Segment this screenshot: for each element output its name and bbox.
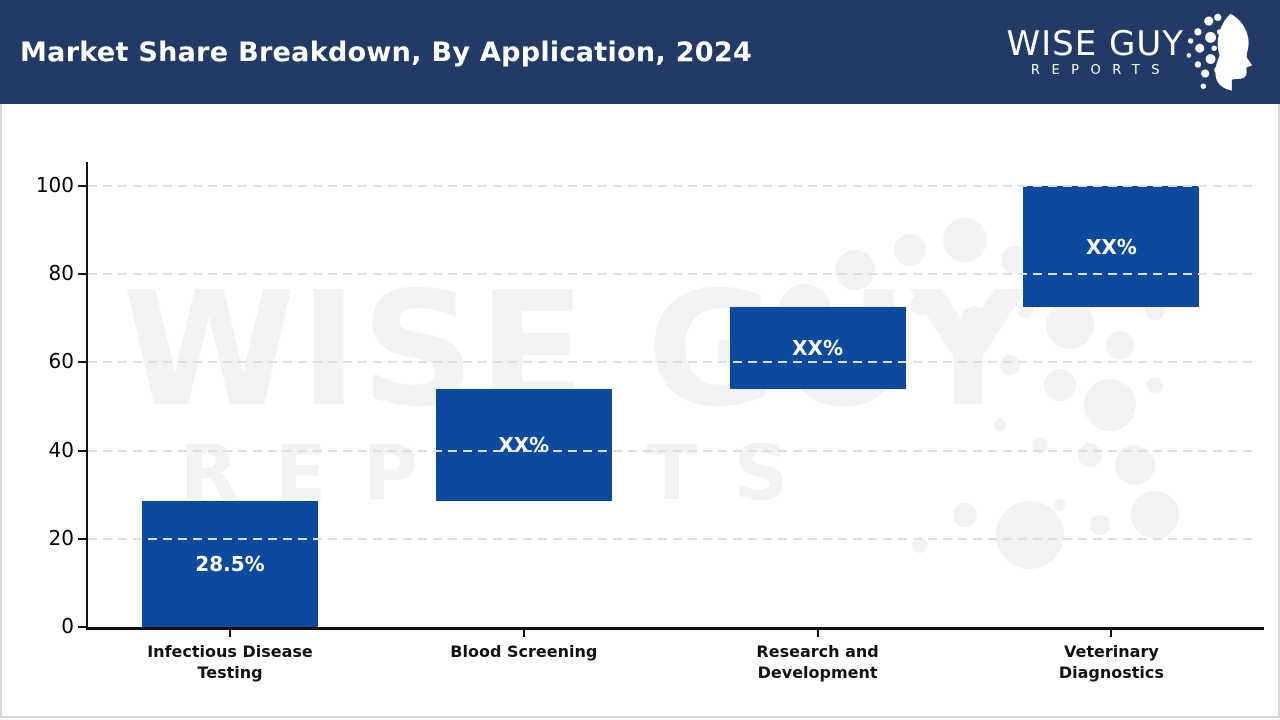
y-tick-mark	[78, 449, 86, 452]
category-label: Veterinary Diagnostics	[964, 641, 1258, 683]
category-label: Research and Development	[671, 641, 965, 683]
y-tick-mark	[78, 273, 86, 276]
y-tick-label: 40	[48, 437, 74, 462]
y-tick-label: 20	[48, 525, 74, 550]
y-tick-mark	[78, 185, 86, 187]
x-tick-mark	[229, 630, 231, 637]
y-axis-line	[86, 162, 88, 630]
category-label-line: Blood Screening	[450, 642, 598, 661]
bar-segment: XX%	[435, 388, 612, 502]
x-tick-mark	[522, 630, 525, 637]
logo-wordmark: WISE GUY	[1006, 24, 1184, 64]
bar-value-label: XX%	[792, 336, 844, 361]
logo-text: WISE GUY REPORTS	[1006, 26, 1184, 78]
x-axis-line	[86, 627, 1264, 630]
y-tick-label: 100	[35, 173, 74, 197]
bar-value-label: XX%	[1085, 234, 1137, 259]
bar-value-label: 28.5%	[195, 552, 265, 577]
gridline	[88, 537, 1258, 540]
gridline	[88, 449, 1258, 452]
logo-head-icon	[1178, 8, 1254, 96]
wiseguy-logo: WISE GUY REPORTS	[1006, 8, 1254, 96]
category-label-line: Testing	[197, 663, 263, 682]
bar-value-label: XX%	[498, 433, 550, 458]
category-label-line: Development	[757, 663, 878, 682]
y-tick-label: 0	[61, 614, 74, 638]
gridline	[88, 185, 1258, 187]
logo-subtext: REPORTS	[1030, 63, 1172, 78]
y-tick-mark	[78, 537, 86, 540]
y-tick-label: 80	[48, 261, 74, 286]
gridline	[88, 361, 1258, 364]
y-tick-label: 60	[48, 349, 74, 374]
bar-segment: XX%	[729, 307, 906, 389]
y-tick-mark	[78, 361, 86, 364]
bar-segment: XX%	[1023, 186, 1200, 308]
category-label-line: Diagnostics	[1058, 663, 1164, 682]
bar-segment: 28.5%	[142, 501, 318, 627]
x-tick-mark	[1110, 630, 1113, 637]
category-label-line: Infectious Disease	[147, 642, 313, 661]
x-tick-mark	[816, 630, 819, 637]
category-label: Infectious Disease Testing	[83, 641, 377, 683]
category-label: Blood Screening	[377, 641, 671, 662]
header-bar: Market Share Breakdown, By Application, …	[0, 0, 1280, 104]
category-label-line: Veterinary	[1064, 642, 1159, 661]
y-tick-mark	[78, 626, 86, 628]
gridline	[88, 273, 1258, 276]
chart-title: Market Share Breakdown, By Application, …	[20, 36, 753, 68]
category-label-line: Research and	[756, 642, 879, 661]
